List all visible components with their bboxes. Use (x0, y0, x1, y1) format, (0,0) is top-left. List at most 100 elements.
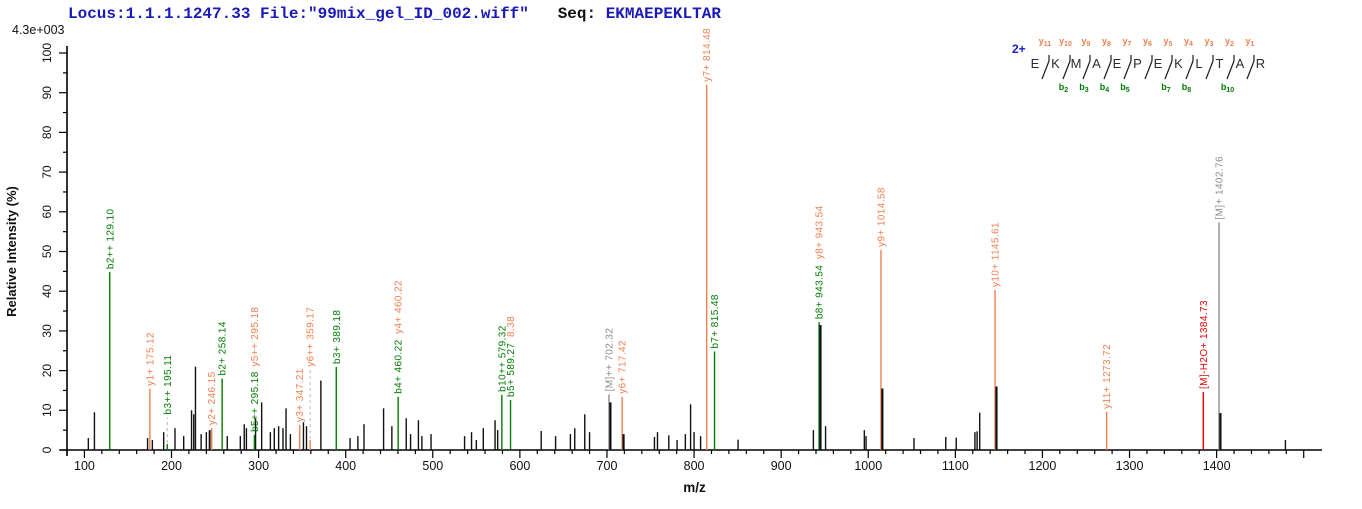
fragment-separator-icon (1225, 55, 1235, 80)
axis-text: 200 (161, 459, 182, 473)
precursor-charge-label: 2+ (1012, 42, 1026, 56)
axis-text: 60 (40, 205, 54, 219)
peak-label: y1+ 175.12 (145, 332, 156, 386)
y-ion-ladder-label: y2 (1225, 36, 1234, 48)
b-ion-ladder-label: b7 (1161, 82, 1171, 94)
axis-text: 80 (40, 125, 54, 139)
peak-label: b10++ 579.32 (497, 325, 508, 392)
peak-label: b2+ 258.14 (218, 321, 229, 375)
b-ion-ladder-label: b4 (1099, 82, 1110, 94)
axis-text: Relative Intensity (%) (4, 186, 19, 317)
peak-label: b4+ 460.22 (394, 339, 405, 393)
axis-text: 10 (40, 403, 54, 417)
peak-label: y11+ 1273.72 (1102, 344, 1113, 409)
axis-text: 1100 (942, 459, 969, 473)
b-ion-ladder-label: b5 (1120, 82, 1130, 94)
y-ion-ladder-label: y10 (1059, 36, 1072, 48)
y-ion-ladder-label: y6 (1143, 36, 1152, 48)
b-ion-ladder-label: b3 (1079, 82, 1089, 94)
max-intensity-label: 4.3e+003 (12, 23, 65, 37)
axis-text: 100 (74, 459, 95, 473)
peak-label: b8+ 943.54 (815, 265, 826, 319)
axis-text: 40 (40, 284, 54, 298)
axis-text: 1300 (1116, 459, 1144, 473)
y-ion-ladder-label: y8 (1102, 36, 1111, 48)
axis-text: 400 (335, 459, 356, 473)
y-ion-ladder-label: y9 (1081, 36, 1091, 48)
residue-letter: K (1051, 56, 1060, 71)
fragment-separator-icon (1246, 55, 1255, 80)
peak-label: y10+ 1145.61 (991, 222, 1002, 287)
axis-text: 70 (40, 165, 54, 179)
peak-label: b3+ 389.18 (332, 310, 343, 364)
fragment-separator-icon (1205, 55, 1214, 80)
y-ion-ladder-label: y11 (1038, 36, 1052, 48)
peak-label: b5+ 589.27 (506, 343, 517, 397)
axis-text: 900 (771, 459, 792, 473)
peak-label: b3++ 195.11 (163, 355, 174, 415)
axis-text: 300 (248, 459, 269, 473)
peak-label-stacked: y5++ 295.18 (250, 307, 261, 367)
axis-text: 1400 (1203, 459, 1231, 473)
y-ion-ladder-label: y7 (1122, 36, 1132, 48)
axis-text: 100 (40, 43, 54, 63)
axis-text: 1000 (854, 459, 882, 473)
residue-letter: E (1153, 56, 1163, 71)
peak-label: y3+ 347.21 (295, 368, 306, 422)
sequence-text: EKMAEPEKLTAR (605, 5, 721, 23)
locus-file-text: Locus:1.1.1.1247.33 File:"99mix_gel_ID_0… (68, 5, 529, 23)
axis-text: 500 (422, 459, 443, 473)
seq-label: Seq: (557, 5, 597, 23)
peak-label: y7+ 814.48 (702, 28, 713, 82)
fragment-separator-icon (1143, 55, 1153, 80)
residue-letter: E (1112, 56, 1122, 71)
fragment-separator-icon (1082, 55, 1091, 80)
residue-letter: P (1133, 56, 1142, 71)
peak-label: [M]+ 1402.76 (1215, 156, 1226, 219)
axis-text: 90 (40, 86, 54, 100)
peak-label: b7+ 815.48 (710, 294, 721, 348)
peak-label: b5++ 295.18 (250, 371, 261, 432)
axis-text: 30 (40, 324, 54, 338)
axis-text: 1200 (1029, 459, 1057, 473)
peak-label-stacked: y4+ 460.22 (394, 280, 405, 334)
peak-label: y6++ 359.17 (306, 307, 317, 367)
residue-letter: A (1235, 56, 1245, 71)
axis-text: 50 (40, 245, 54, 259)
residue-letter: A (1092, 56, 1101, 71)
residue-letter: R (1255, 56, 1266, 71)
residue-letter: T (1215, 56, 1224, 71)
fragment-separator-icon (1041, 55, 1050, 80)
fragment-separator-icon (1123, 55, 1132, 80)
b-ion-ladder-label: b8 (1181, 82, 1192, 94)
peak-label-stacked: y8+ 943.54 (815, 205, 826, 259)
y-ion-ladder-label: y5 (1163, 36, 1173, 48)
axis-text: 0 (40, 446, 54, 453)
y-ion-ladder-label: y1 (1245, 36, 1255, 48)
residue-letter: L (1195, 56, 1203, 71)
b-ion-ladder-label: b2 (1058, 82, 1069, 94)
y-ion-ladder-label: y3 (1204, 36, 1214, 48)
axis-text: 20 (40, 364, 54, 378)
peak-label: [M]-H2O+ 1384.73 (1199, 300, 1210, 389)
y-ion-ladder-label: y4 (1184, 36, 1193, 48)
header: Locus:1.1.1.1247.33 File:"99mix_gel_ID_0… (68, 5, 721, 23)
axis-text: 800 (684, 459, 705, 473)
peak-label-stacked: 8.38 (506, 316, 517, 337)
peak-label: y2+ 246.15 (207, 371, 218, 425)
axis-text: 600 (509, 459, 530, 473)
peak-label: b2++ 129.10 (105, 209, 116, 270)
residue-letter: M (1070, 56, 1082, 71)
fragment-separator-icon (1164, 55, 1173, 80)
fragment-separator-icon (1184, 55, 1194, 80)
residue-letter: K (1174, 56, 1183, 71)
axis-text: m/z (683, 480, 706, 495)
residue-letter: E (1030, 56, 1040, 71)
peak-label: y9+ 1014.58 (876, 187, 887, 247)
peak-label: y6+ 717.42 (618, 340, 629, 394)
fragment-separator-icon (1061, 55, 1071, 80)
b-ion-ladder-label: b10 (1220, 82, 1235, 94)
